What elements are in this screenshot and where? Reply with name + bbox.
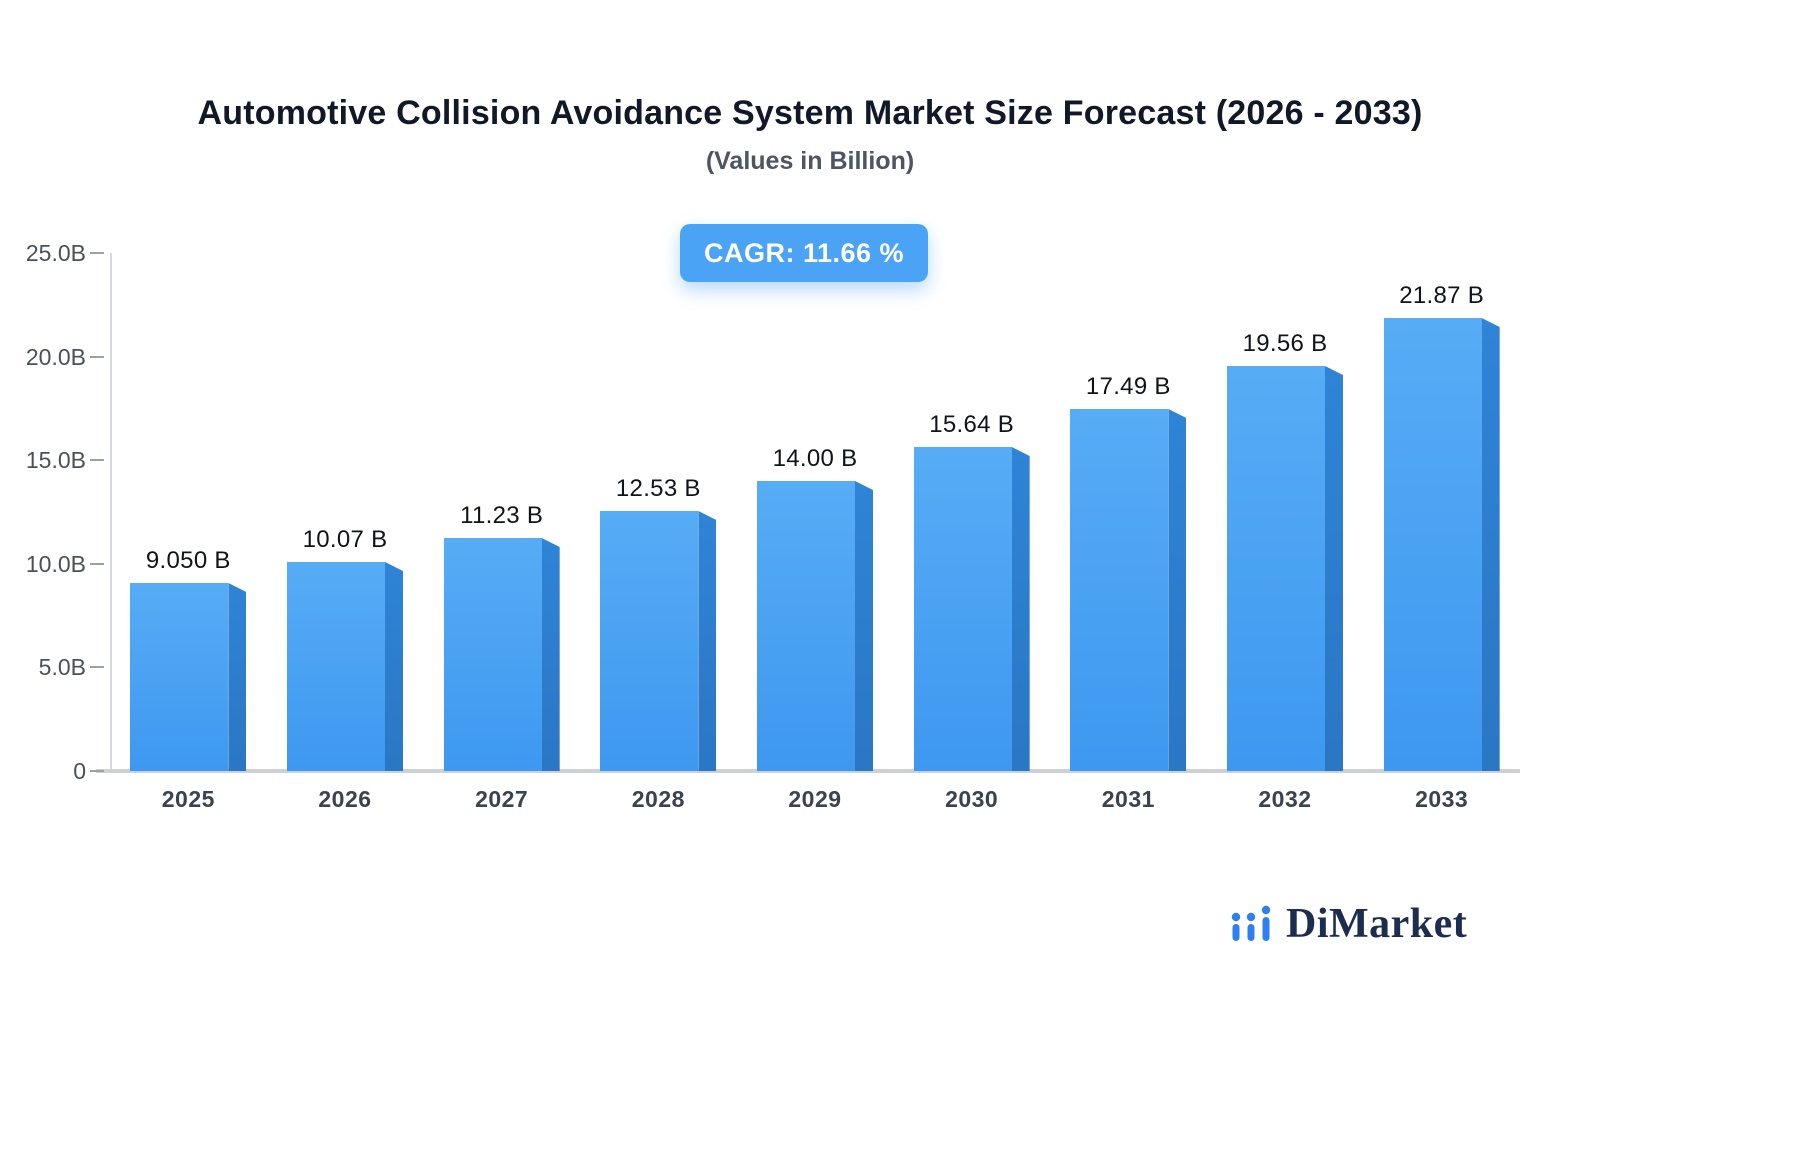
bar-2033: 21.87 B xyxy=(1383,282,1500,771)
bar-face xyxy=(1070,409,1169,771)
bar-2029: 14.00 B xyxy=(757,445,873,771)
y-axis-label-25.0B: 25.0B xyxy=(25,240,86,266)
x-axis-label-2026: 2026 xyxy=(318,786,372,812)
y-axis-label-15.0B: 15.0B xyxy=(25,447,86,474)
brand-name: DiMarket xyxy=(1286,901,1468,947)
chart-subtitle: (Values in Billion) xyxy=(705,147,915,175)
bar-chart-dots-icon xyxy=(1231,905,1271,941)
bar-side-3d xyxy=(1325,366,1343,771)
bar-side-3d xyxy=(698,511,717,771)
bar-face xyxy=(757,481,855,771)
bar-chart-plot-area: 9.050 B 10.07 B 11.23 B 12.53 B 14.00 B 15.64… xyxy=(110,253,1520,771)
bar-value-label: 19.56 B xyxy=(1242,330,1328,357)
bar-value-label: 21.87 B xyxy=(1399,282,1485,309)
y-axis-tick-mark xyxy=(90,770,104,772)
x-axis-label-2025: 2025 xyxy=(161,786,215,812)
bar-side-3d xyxy=(855,481,873,771)
y-axis-line xyxy=(110,253,112,773)
bar-face xyxy=(1227,366,1325,771)
brand-logo: DiMarket xyxy=(1228,900,1467,948)
bar-side-3d xyxy=(385,562,403,771)
bar-value-label: 12.53 B xyxy=(615,475,701,502)
x-axis-label-2029: 2029 xyxy=(788,786,842,812)
bar-side-3d xyxy=(228,583,247,771)
bar-face xyxy=(287,562,385,771)
y-axis-label-5.0B: 5.0B xyxy=(38,654,86,681)
chart-header: Automotive Collision Avoidance System Ma… xyxy=(60,94,1560,176)
x-axis-label-2030: 2030 xyxy=(945,786,999,812)
bar-2028: 12.53 B xyxy=(600,475,717,771)
bar-face xyxy=(130,583,229,771)
cagr-badge: CAGR: 11.66 % xyxy=(680,224,928,282)
chart-title: Automotive Collision Avoidance System Ma… xyxy=(197,94,1423,132)
y-axis-tick-mark xyxy=(90,355,104,358)
x-axis-label-2027: 2027 xyxy=(475,786,529,812)
bar-face xyxy=(913,447,1012,771)
y-axis-label-10.0B: 10.0B xyxy=(25,550,86,577)
bar-2026: 10.07 B xyxy=(287,526,403,771)
x-axis-label-2028: 2028 xyxy=(631,786,685,812)
bar-2030: 15.64 B xyxy=(913,411,1030,771)
bar-value-label: 17.49 B xyxy=(1085,373,1171,400)
x-axis-line xyxy=(96,769,1520,773)
bar-side-3d xyxy=(541,538,560,771)
bar-face xyxy=(1383,318,1482,771)
bar-2032: 19.56 B xyxy=(1227,330,1343,771)
bar-value-label: 10.07 B xyxy=(302,526,388,553)
y-axis-tick-mark xyxy=(90,666,104,669)
x-axis-label-2032: 2032 xyxy=(1258,786,1312,812)
bar-value-label: 14.00 B xyxy=(772,445,858,472)
x-axis-label-2031: 2031 xyxy=(1101,786,1155,812)
y-axis-label-20.0B: 20.0B xyxy=(25,343,86,370)
y-axis-tick-mark xyxy=(90,459,104,462)
x-axis-label-2033: 2033 xyxy=(1415,786,1469,812)
bar-face xyxy=(443,538,542,771)
bar-2027: 11.23 B xyxy=(443,502,560,771)
bar-face xyxy=(600,511,699,771)
bar-side-3d xyxy=(1011,447,1030,771)
bar-2025: 9.050 B xyxy=(130,547,247,771)
y-axis-tick-mark xyxy=(90,562,104,565)
y-axis-tick-mark xyxy=(90,252,104,254)
bar-side-3d xyxy=(1481,318,1500,771)
bar-side-3d xyxy=(1168,409,1187,771)
bar-value-label: 15.64 B xyxy=(929,411,1015,438)
y-axis-label-0: 0 xyxy=(73,758,86,784)
bar-2031: 17.49 B xyxy=(1070,373,1187,771)
bar-value-label: 9.050 B xyxy=(145,547,231,574)
bar-value-label: 11.23 B xyxy=(460,502,544,529)
